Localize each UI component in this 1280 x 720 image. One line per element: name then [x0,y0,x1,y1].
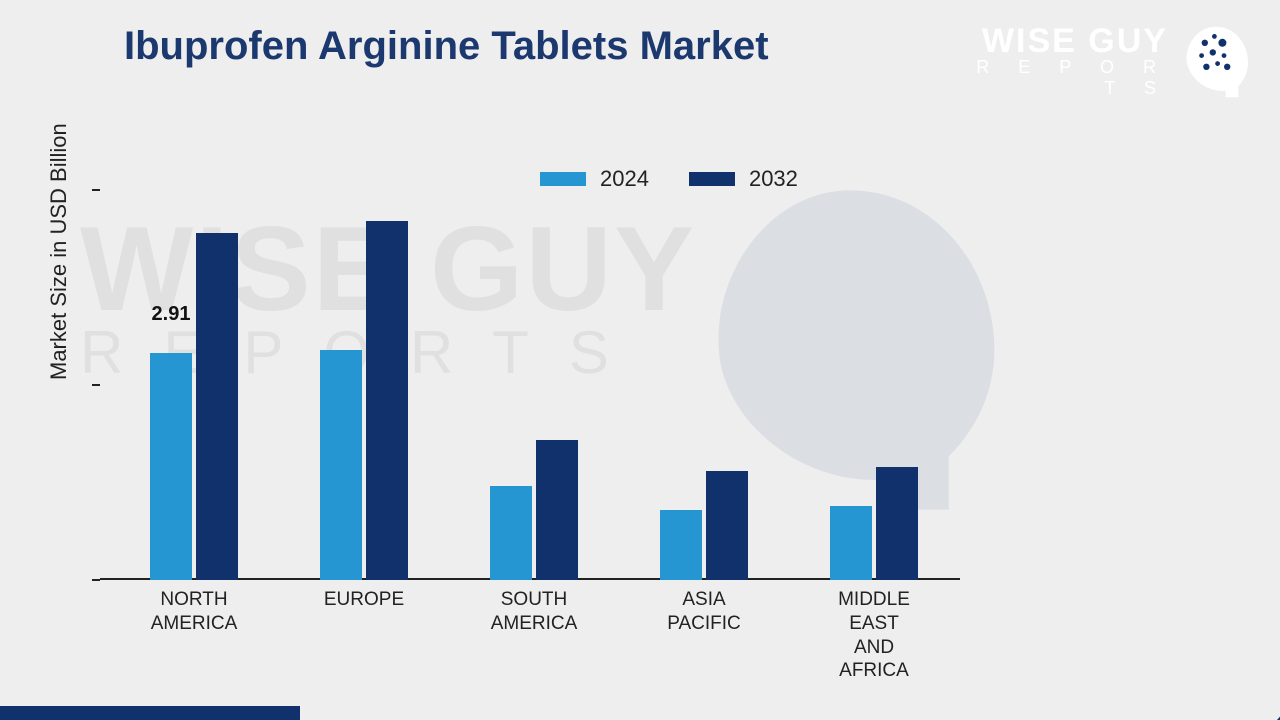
brand-line1: WISE GUY [976,22,1168,61]
category-label: NORTHAMERICA [124,580,264,636]
legend-swatch-2032 [689,172,735,186]
bar [706,471,748,580]
bar [660,510,702,580]
bar [320,350,362,580]
bottom-accent-bar [0,706,300,720]
y-tick [92,189,100,191]
y-tick [92,384,100,386]
legend-label: 2024 [600,166,649,192]
bar [150,353,192,580]
brand-head-icon [1176,22,1256,102]
brand-line2: R E P O R T S [976,57,1168,99]
category-label: SOUTHAMERICA [464,580,604,636]
legend-label: 2032 [749,166,798,192]
bar [536,440,578,580]
legend-swatch-2024 [540,172,586,186]
category-label: EUROPE [294,580,434,612]
page: Ibuprofen Arginine Tablets Market WISE G… [0,0,1280,720]
legend: 2024 2032 [540,166,798,192]
bar [366,221,408,580]
brand-logo: WISE GUY R E P O R T S [976,22,1256,99]
y-axis-label: Market Size in USD Billion [46,123,72,380]
plot-area: 2.91NORTHAMERICAEUROPESOUTHAMERICAASIAPA… [100,190,960,580]
chart-title: Ibuprofen Arginine Tablets Market [124,24,769,69]
bar [830,506,872,580]
y-tick [92,579,100,581]
category-label: MIDDLEEASTANDAFRICA [804,580,944,683]
category-label: ASIAPACIFIC [634,580,774,636]
bar [490,486,532,580]
bar [196,233,238,580]
legend-item: 2032 [689,166,798,192]
legend-item: 2024 [540,166,649,192]
bar [876,467,918,580]
bar-value-label: 2.91 [152,303,191,326]
right-panel [960,0,1280,720]
